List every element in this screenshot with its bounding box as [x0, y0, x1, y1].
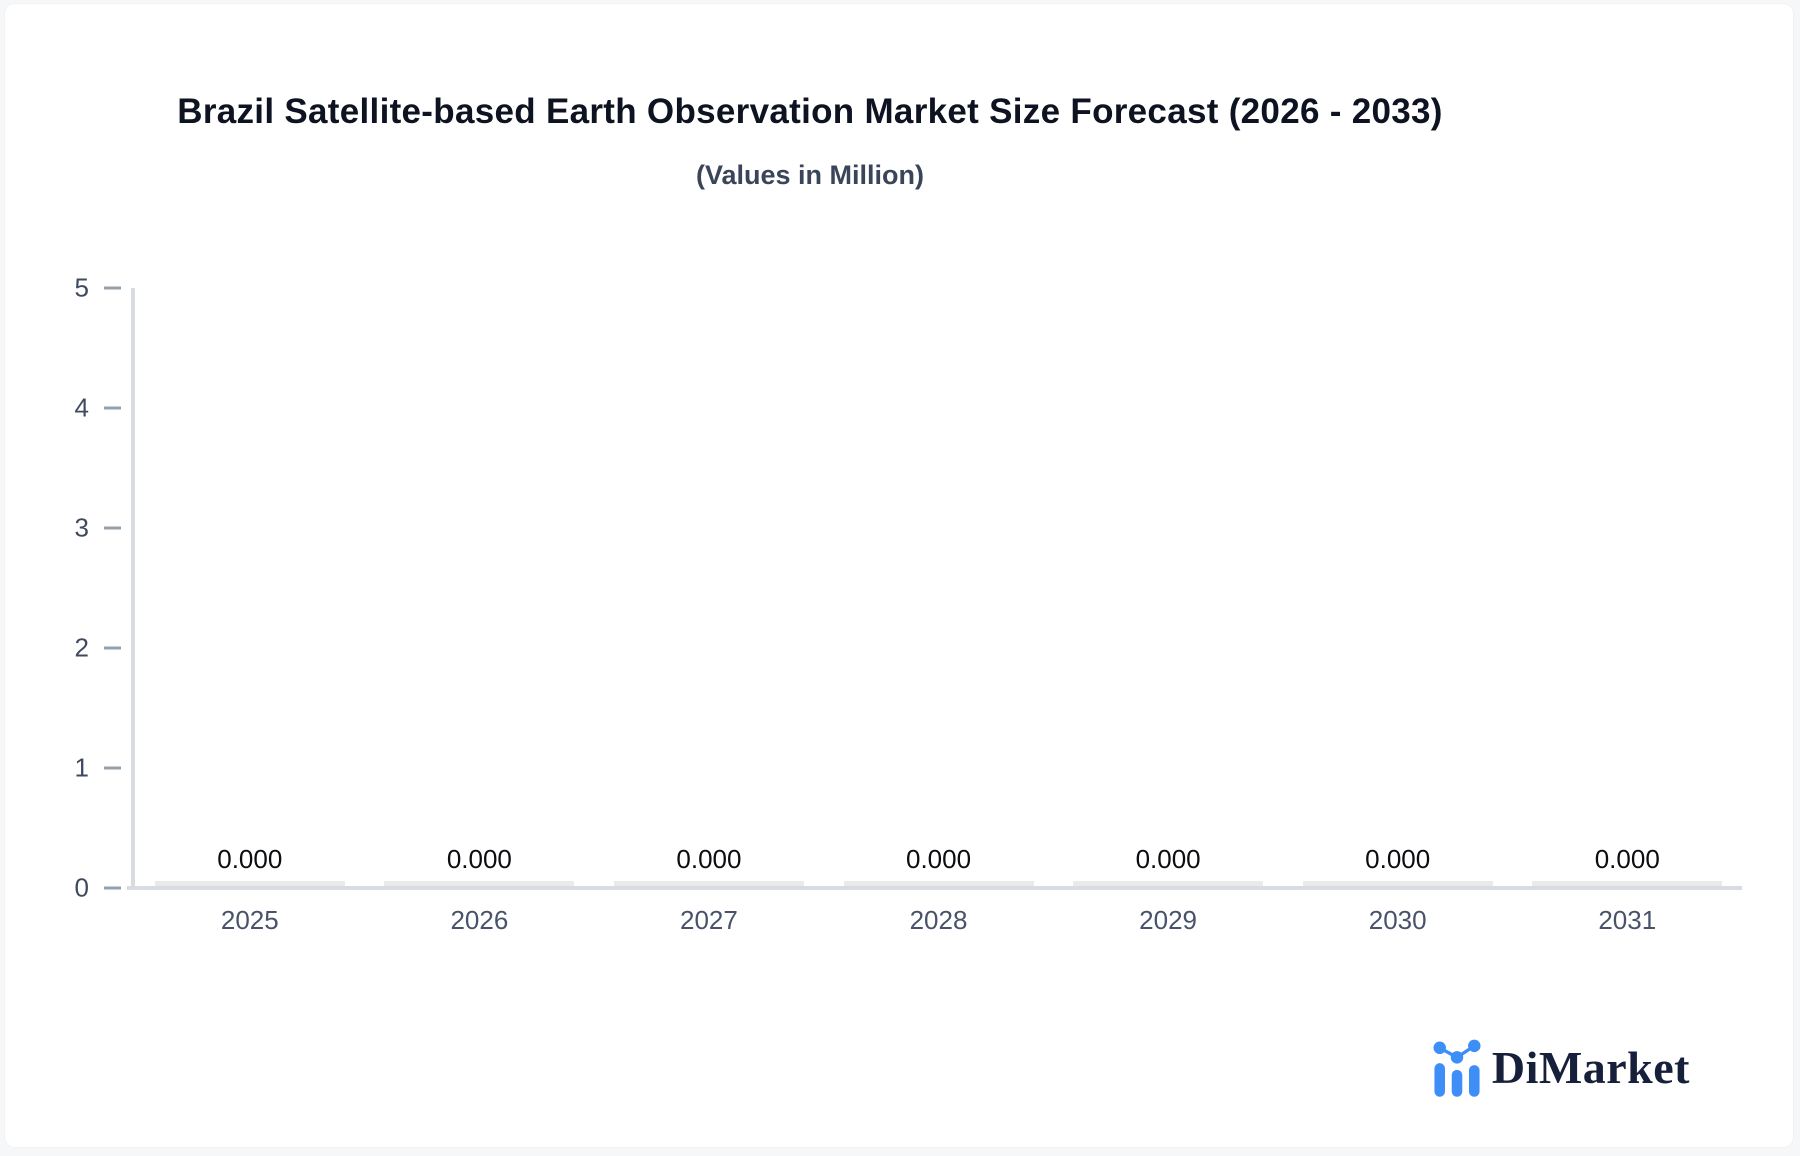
bar — [843, 881, 1034, 886]
bars-container: 0.000 2025 0.000 2026 0.000 2027 0.000 2028 0.00… — [135, 288, 1742, 935]
plot-area: 0 1 2 3 4 5 0.000 2025 0.000 2026 0.000 2027 0.000 2… — [75, 273, 1742, 935]
bar — [1302, 881, 1493, 886]
bar — [1532, 881, 1723, 886]
bar-chart-logo-icon — [1433, 1039, 1481, 1097]
bar-value-label: 0.000 — [1135, 844, 1201, 874]
y-tick-label: 4 — [74, 392, 89, 423]
bar-value-label: 0.000 — [676, 844, 742, 874]
y-tick-mark — [104, 886, 121, 890]
x-axis-label: 2026 — [450, 905, 509, 935]
chart-title: Brazil Satellite-based Earth Observation… — [177, 92, 1443, 131]
y-tick-mark — [104, 766, 121, 770]
y-axis-line — [131, 288, 135, 890]
bar-group: 0.000 2028 — [824, 288, 1054, 935]
y-tick: 3 — [26, 513, 131, 544]
bar-group: 0.000 2025 — [135, 288, 365, 935]
x-axis-label: 2031 — [1598, 905, 1657, 935]
bar-group: 0.000 2026 — [365, 288, 595, 935]
y-tick-label: 3 — [74, 512, 89, 543]
y-tick-label: 1 — [74, 752, 89, 783]
y-tick-mark — [104, 646, 121, 650]
y-tick-mark — [104, 286, 121, 290]
x-axis-label: 2028 — [909, 905, 968, 935]
bar — [384, 881, 575, 886]
y-tick: 0 — [26, 873, 131, 904]
x-axis-line — [127, 886, 1742, 890]
x-axis-label: 2030 — [1368, 905, 1427, 935]
x-axis-label: 2027 — [680, 905, 738, 935]
bar — [154, 881, 345, 886]
y-tick-label: 2 — [74, 632, 89, 663]
bar-value-label: 0.000 — [1594, 844, 1660, 874]
bar — [613, 881, 804, 886]
dimarket-logo: DiMarket — [1433, 1036, 1690, 1099]
bar — [1073, 881, 1264, 886]
y-tick: 1 — [26, 753, 131, 784]
chart-subtitle: (Values in Million) — [695, 160, 925, 190]
x-axis-label: 2029 — [1139, 905, 1198, 935]
y-tick-label: 0 — [74, 872, 89, 903]
y-tick: 5 — [26, 273, 131, 304]
bar-group: 0.000 2029 — [1053, 288, 1283, 935]
bar-value-label: 0.000 — [217, 844, 283, 874]
bar-group: 0.000 2027 — [594, 288, 824, 935]
y-tick: 2 — [26, 633, 131, 664]
logo-text: DiMarket — [1491, 1041, 1690, 1093]
bar-value-label: 0.000 — [1365, 844, 1431, 874]
bar-group: 0.000 2030 — [1283, 288, 1513, 935]
x-axis-label: 2025 — [220, 905, 279, 935]
bar-group: 0.000 2031 — [1512, 288, 1742, 935]
bar-value-label: 0.000 — [446, 844, 512, 874]
y-tick-label: 5 — [74, 272, 89, 303]
y-tick-mark — [104, 526, 121, 530]
bar-value-label: 0.000 — [905, 844, 972, 874]
chart-card: Brazil Satellite-based Earth Observation… — [5, 4, 1793, 1147]
y-tick: 4 — [26, 393, 131, 424]
y-tick-mark — [104, 406, 121, 410]
